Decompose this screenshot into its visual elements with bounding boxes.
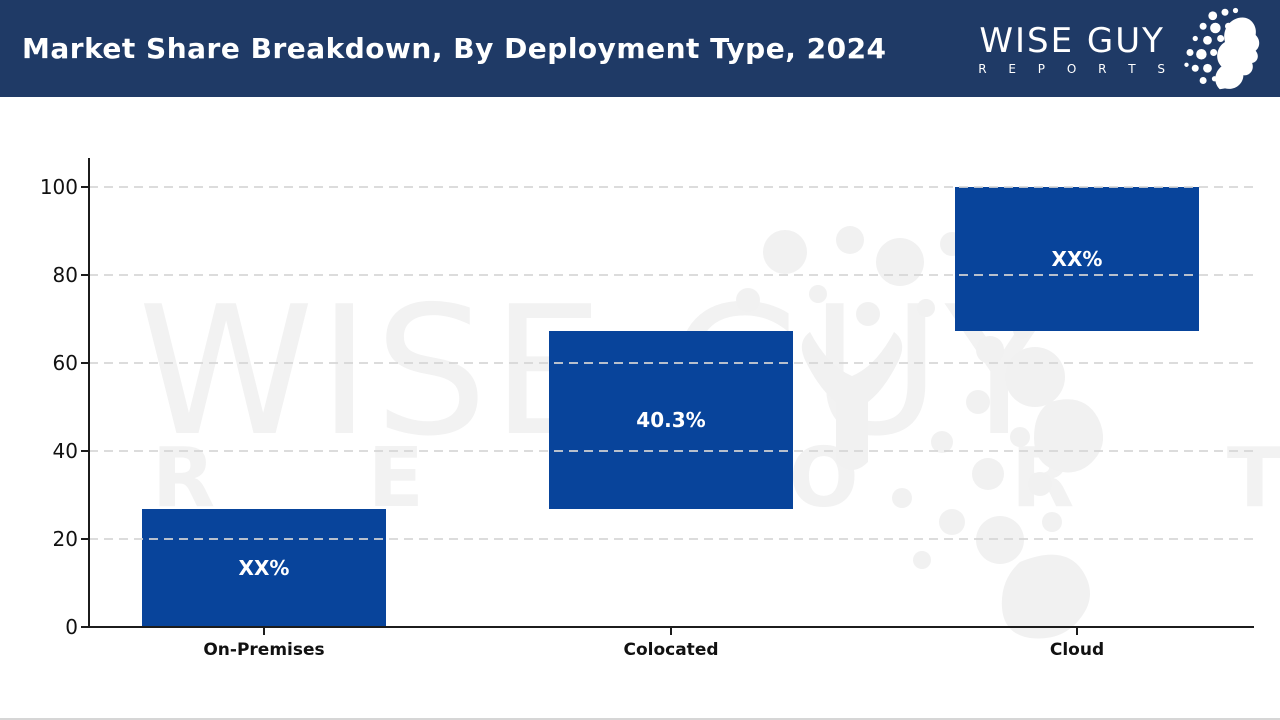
page-title: Market Share Breakdown, By Deployment Ty… xyxy=(22,32,887,65)
y-tick-label-60: 60 xyxy=(52,351,78,375)
y-tick-mark-100 xyxy=(81,186,89,188)
y-axis-spine xyxy=(88,158,90,628)
x-axis-spine xyxy=(88,626,1254,628)
logo-face-dots-icon xyxy=(1184,7,1260,90)
x-category-label-on-premises: On-Premises xyxy=(203,640,325,660)
y-tick-label-40: 40 xyxy=(52,439,78,463)
y-tick-label-100: 100 xyxy=(39,175,78,199)
x-tick-mark-on-premises xyxy=(263,628,265,635)
bar-value-label-on-premises: XX% xyxy=(238,555,290,580)
x-tick-mark-colocated xyxy=(670,628,672,635)
bar-value-label-cloud: XX% xyxy=(1051,247,1103,272)
y-tick-label-0: 0 xyxy=(65,615,78,639)
gridline-60 xyxy=(89,362,1253,364)
y-tick-mark-0 xyxy=(81,626,89,628)
x-category-label-colocated: Colocated xyxy=(623,640,719,660)
bar-colocated xyxy=(549,331,793,509)
gridline-80 xyxy=(89,274,1253,276)
footer-divider xyxy=(0,718,1280,720)
gridline-20 xyxy=(89,538,1253,540)
x-category-label-cloud: Cloud xyxy=(1049,640,1105,660)
gridline-40 xyxy=(89,450,1253,452)
gridline-100 xyxy=(89,186,1253,188)
wise-guy-logo: WISE GUY R E P O R T S xyxy=(974,7,1262,90)
y-tick-mark-80 xyxy=(81,274,89,276)
y-tick-label-80: 80 xyxy=(52,263,78,287)
y-tick-label-20: 20 xyxy=(52,527,78,551)
y-tick-mark-60 xyxy=(81,362,89,364)
y-tick-mark-40 xyxy=(81,450,89,452)
logo-line1: WISE GUY xyxy=(979,20,1165,61)
bar-on-premises xyxy=(142,508,386,627)
bar-cloud xyxy=(955,187,1199,332)
bar-value-label-colocated: 40.3% xyxy=(636,407,706,432)
y-tick-mark-20 xyxy=(81,538,89,540)
logo-line2: R E P O R T S xyxy=(978,61,1174,76)
header-bar: Market Share Breakdown, By Deployment Ty… xyxy=(0,0,1280,97)
x-tick-mark-cloud xyxy=(1076,628,1078,635)
logo-wordmark: WISE GUY R E P O R T S xyxy=(974,24,1170,75)
